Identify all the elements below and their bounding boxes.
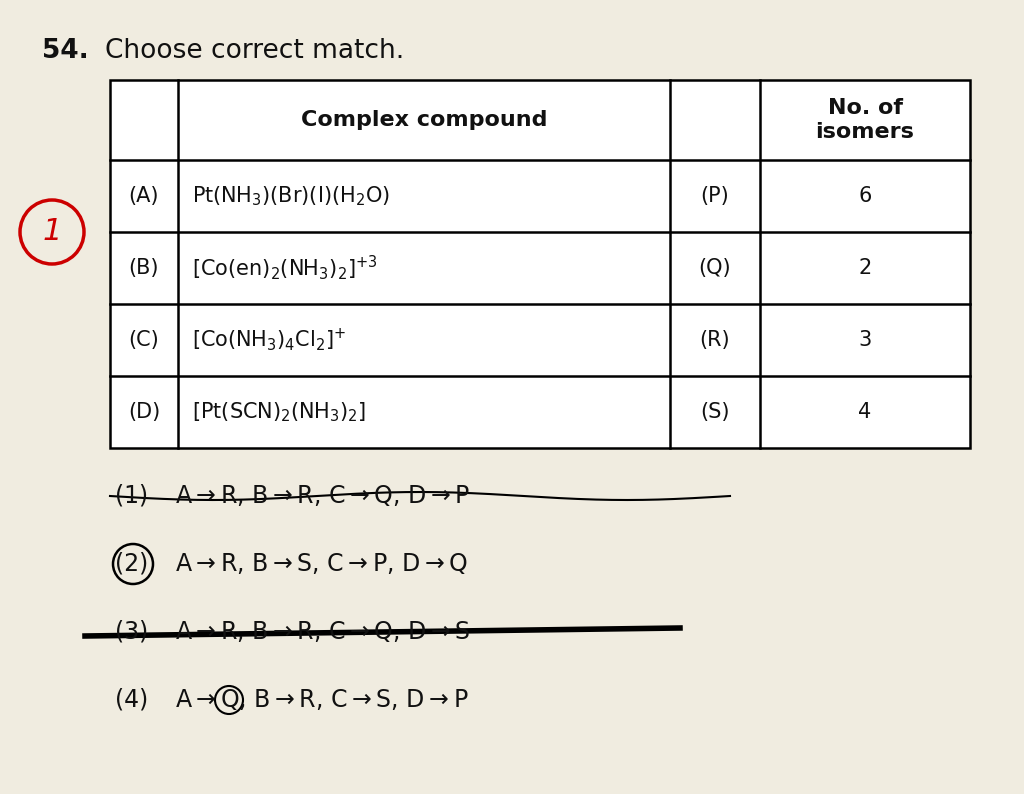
Text: Choose correct match.: Choose correct match.: [105, 38, 404, 64]
Text: Pt(NH$_3$)(Br)(I)(H$_2$O): Pt(NH$_3$)(Br)(I)(H$_2$O): [193, 184, 390, 208]
Text: 1: 1: [42, 218, 61, 246]
Text: 6: 6: [858, 186, 871, 206]
Text: (P): (P): [700, 186, 729, 206]
Text: (Q): (Q): [698, 258, 731, 278]
Text: (B): (B): [129, 258, 160, 278]
Text: 54.: 54.: [42, 38, 89, 64]
Text: (A): (A): [129, 186, 160, 206]
Text: 4: 4: [858, 402, 871, 422]
Text: A$\rightarrow$R, B$\rightarrow$R, C$\rightarrow$Q, D$\rightarrow$S: A$\rightarrow$R, B$\rightarrow$R, C$\rig…: [175, 619, 470, 645]
Text: [Pt(SCN)$_2$(NH$_3$)$_2$]: [Pt(SCN)$_2$(NH$_3$)$_2$]: [193, 400, 367, 424]
Text: (4): (4): [115, 688, 148, 712]
Text: Complex compound: Complex compound: [301, 110, 547, 130]
Text: 2: 2: [858, 258, 871, 278]
Text: (1): (1): [115, 484, 148, 508]
Text: (3): (3): [115, 620, 148, 644]
Text: (D): (D): [128, 402, 160, 422]
Text: (S): (S): [700, 402, 730, 422]
Text: A$\rightarrow$R, B$\rightarrow$R, C$\rightarrow$Q, D$\rightarrow$P: A$\rightarrow$R, B$\rightarrow$R, C$\rig…: [175, 484, 470, 508]
Text: [Co(en)$_2$(NH$_3$)$_2$]$^{+3}$: [Co(en)$_2$(NH$_3$)$_2$]$^{+3}$: [193, 253, 378, 283]
Text: (R): (R): [699, 330, 730, 350]
Text: A$\rightarrow$R, B$\rightarrow$S, C$\rightarrow$P, D$\rightarrow$Q: A$\rightarrow$R, B$\rightarrow$S, C$\rig…: [175, 552, 468, 576]
Text: [Co(NH$_3$)$_4$Cl$_2$]$^{+}$: [Co(NH$_3$)$_4$Cl$_2$]$^{+}$: [193, 326, 346, 353]
Text: 3: 3: [858, 330, 871, 350]
Text: A$\rightarrow$Q, B$\rightarrow$R, C$\rightarrow$S, D$\rightarrow$P: A$\rightarrow$Q, B$\rightarrow$R, C$\rig…: [175, 688, 469, 712]
Bar: [110, 80, 970, 448]
Text: No. of
isomers: No. of isomers: [815, 98, 914, 141]
Text: (2): (2): [115, 552, 148, 576]
Text: (C): (C): [129, 330, 160, 350]
